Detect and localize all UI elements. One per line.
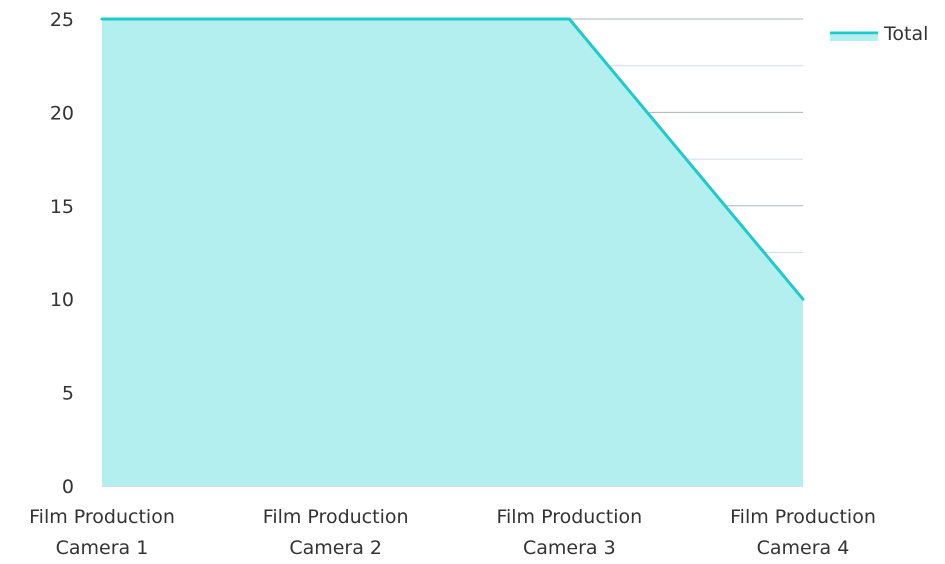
y-tick-label: 10 (50, 289, 74, 311)
x-tick-label-line: Film Production (730, 506, 876, 528)
x-tick-label: Film Production Camera 1 (29, 506, 175, 559)
y-tick-label: 5 (62, 383, 74, 405)
y-tick-label: 0 (62, 476, 74, 498)
x-tick-label-line: Camera 2 (289, 537, 382, 559)
data-point-3[interactable] (568, 18, 571, 21)
y-tick-label: 25 (50, 9, 74, 31)
area-layer (102, 19, 803, 486)
data-point-1[interactable] (101, 18, 104, 21)
data-point-4[interactable] (802, 298, 805, 301)
legend-swatch-fill (830, 35, 878, 41)
x-tick-label-line: Film Production (29, 506, 175, 528)
legend-label-total: Total (883, 23, 928, 45)
x-tick-label: Film Production Camera 2 (263, 506, 409, 559)
x-tick-label-line: Film Production (263, 506, 409, 528)
data-point-2[interactable] (334, 18, 337, 21)
series-area-total (102, 19, 803, 486)
x-tick-label-line: Camera 1 (56, 537, 149, 559)
x-tick-label-line: Camera 4 (757, 537, 850, 559)
x-axis: Film Production Camera 1 Film Production Ca… (29, 506, 876, 559)
x-tick-label: Film Production Camera 4 (730, 506, 876, 559)
y-axis: 0 5 10 15 20 25 (50, 9, 74, 498)
y-tick-label: 20 (50, 102, 74, 124)
legend[interactable]: Total (830, 23, 928, 45)
y-tick-label: 15 (50, 196, 74, 218)
x-tick-label: Film Production Camera 3 (496, 506, 642, 559)
x-tick-label-line: Camera 3 (523, 537, 616, 559)
x-tick-label-line: Film Production (496, 506, 642, 528)
